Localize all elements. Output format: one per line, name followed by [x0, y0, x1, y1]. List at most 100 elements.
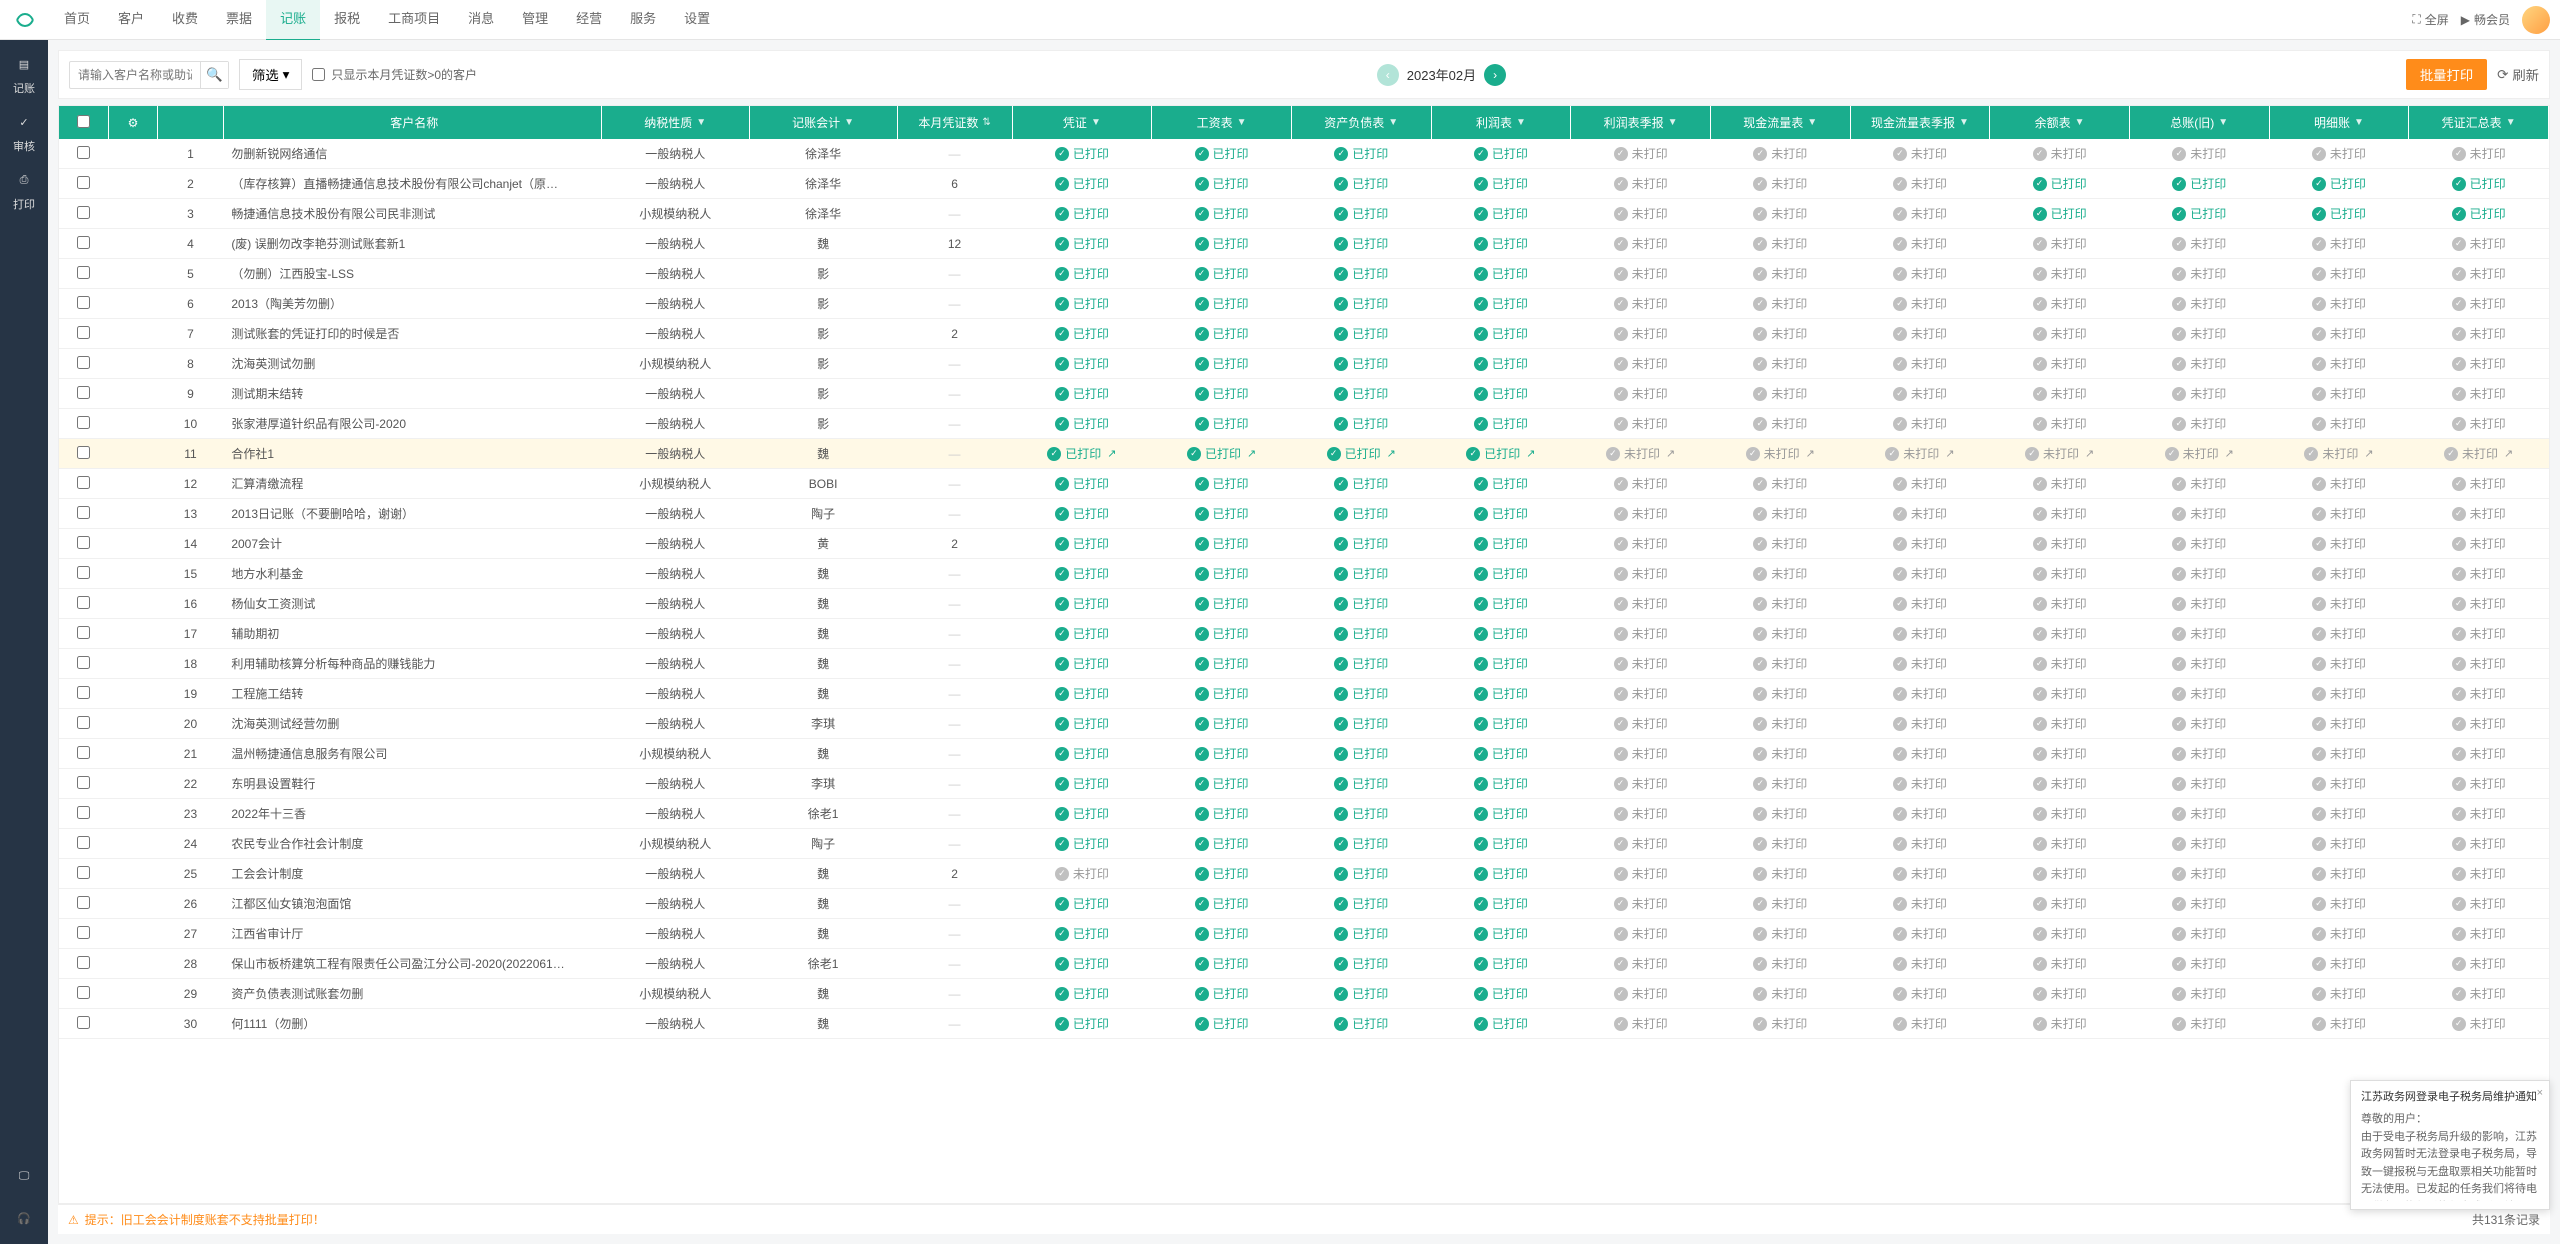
member-button[interactable]: ▶ 畅会员 [2461, 11, 2510, 28]
row-checkbox[interactable] [77, 926, 90, 939]
search-button[interactable]: 🔍 [200, 62, 228, 88]
th-c8[interactable]: 总账(旧) ▼ [2129, 106, 2269, 139]
table-row[interactable]: 9测试期末结转一般纳税人影—✓已打印✓已打印✓已打印✓已打印✓未打印✓未打印✓未… [59, 379, 2549, 409]
row-checkbox[interactable] [77, 986, 90, 999]
row-checkbox[interactable] [77, 776, 90, 789]
table-row[interactable]: 22东明县设置鞋行一般纳税人李琪—✓已打印✓已打印✓已打印✓已打印✓未打印✓未打… [59, 769, 2549, 799]
table-row[interactable]: 16杨仙女工资测试一般纳税人魏—✓已打印✓已打印✓已打印✓已打印✓未打印✓未打印… [59, 589, 2549, 619]
row-checkbox[interactable] [77, 1016, 90, 1029]
th-vcnt[interactable]: 本月凭证数 ⇅ [897, 106, 1012, 139]
select-all-checkbox[interactable] [77, 115, 90, 128]
table-row[interactable]: 15地方水利基金一般纳税人魏—✓已打印✓已打印✓已打印✓已打印✓未打印✓未打印✓… [59, 559, 2549, 589]
th-chk[interactable] [59, 106, 108, 139]
row-checkbox[interactable] [77, 146, 90, 159]
table-row[interactable]: 18利用辅助核算分析每种商品的赚钱能力一般纳税人魏—✓已打印✓已打印✓已打印✓已… [59, 649, 2549, 679]
table-row[interactable]: 27江西省审计厅一般纳税人魏—✓已打印✓已打印✓已打印✓已打印✓未打印✓未打印✓… [59, 919, 2549, 949]
nav-item-3[interactable]: 票据 [212, 0, 266, 41]
avatar[interactable] [2522, 6, 2550, 34]
sidebar-bottom-headset[interactable]: 🎧 [0, 1202, 48, 1244]
refresh-button[interactable]: ⟳ 刷新 [2497, 65, 2539, 84]
row-checkbox[interactable] [77, 296, 90, 309]
row-checkbox[interactable] [77, 356, 90, 369]
month-next-button[interactable]: › [1484, 64, 1506, 86]
th-acct[interactable]: 记账会计 ▼ [749, 106, 897, 139]
row-checkbox[interactable] [77, 446, 90, 459]
table-row[interactable]: 5（勿删）江西股宝-LSS一般纳税人影—✓已打印✓已打印✓已打印✓已打印✓未打印… [59, 259, 2549, 289]
table-row[interactable]: 142007会计一般纳税人黄2✓已打印✓已打印✓已打印✓已打印✓未打印✓未打印✓… [59, 529, 2549, 559]
filter-button[interactable]: 筛选 ▾ [239, 59, 302, 90]
table-row[interactable]: 21温州畅捷通信息服务有限公司小规模纳税人魏—✓已打印✓已打印✓已打印✓已打印✓… [59, 739, 2549, 769]
external-link-icon[interactable]: ↗ [1945, 447, 1954, 460]
th-c0[interactable]: 凭证 ▼ [1012, 106, 1152, 139]
nav-item-0[interactable]: 首页 [50, 0, 104, 41]
external-link-icon[interactable]: ↗ [2504, 447, 2513, 460]
table-row[interactable]: 3畅捷通信息技术股份有限公司民非测试小规模纳税人徐泽华—✓已打印✓已打印✓已打印… [59, 199, 2549, 229]
row-checkbox[interactable] [77, 476, 90, 489]
th-tax[interactable]: 纳税性质 ▼ [601, 106, 749, 139]
only-show-checkbox[interactable] [312, 68, 325, 81]
th-c9[interactable]: 明细账 ▼ [2269, 106, 2409, 139]
row-checkbox[interactable] [77, 206, 90, 219]
table-row[interactable]: 17辅助期初一般纳税人魏—✓已打印✓已打印✓已打印✓已打印✓未打印✓未打印✓未打… [59, 619, 2549, 649]
row-checkbox[interactable] [77, 236, 90, 249]
nav-item-4[interactable]: 记账 [266, 0, 320, 41]
table-row[interactable]: 7测试账套的凭证打印的时候是否一般纳税人影2✓已打印✓已打印✓已打印✓已打印✓未… [59, 319, 2549, 349]
external-link-icon[interactable]: ↗ [1107, 447, 1116, 460]
row-checkbox[interactable] [77, 416, 90, 429]
nav-item-1[interactable]: 客户 [104, 0, 158, 41]
external-link-icon[interactable]: ↗ [1806, 447, 1815, 460]
row-checkbox[interactable] [77, 836, 90, 849]
external-link-icon[interactable]: ↗ [1247, 447, 1256, 460]
external-link-icon[interactable]: ↗ [2085, 447, 2094, 460]
row-checkbox[interactable] [77, 626, 90, 639]
th-c1[interactable]: 工资表 ▼ [1152, 106, 1292, 139]
table-row[interactable]: 12汇算清缴流程小规模纳税人BOBI—✓已打印✓已打印✓已打印✓已打印✓未打印✓… [59, 469, 2549, 499]
sidebar-item-book[interactable]: ▤记账 [13, 48, 35, 106]
th-c3[interactable]: 利润表 ▼ [1431, 106, 1571, 139]
row-checkbox[interactable] [77, 566, 90, 579]
nav-item-5[interactable]: 报税 [320, 0, 374, 41]
th-idx[interactable] [158, 106, 224, 139]
external-link-icon[interactable]: ↗ [1387, 447, 1396, 460]
nav-item-8[interactable]: 管理 [508, 0, 562, 41]
nav-item-11[interactable]: 设置 [670, 0, 724, 41]
table-row[interactable]: 8沈海英测试勿删小规模纳税人影—✓已打印✓已打印✓已打印✓已打印✓未打印✓未打印… [59, 349, 2549, 379]
table-row[interactable]: 132013日记账（不要删哈哈，谢谢）一般纳税人陶子—✓已打印✓已打印✓已打印✓… [59, 499, 2549, 529]
row-checkbox[interactable] [77, 176, 90, 189]
row-checkbox[interactable] [77, 686, 90, 699]
th-gear[interactable]: ⚙ [108, 106, 157, 139]
nav-item-9[interactable]: 经营 [562, 0, 616, 41]
th-name[interactable]: 客户名称 [223, 106, 601, 139]
gear-icon[interactable]: ⚙ [128, 116, 139, 130]
nav-item-10[interactable]: 服务 [616, 0, 670, 41]
row-checkbox[interactable] [77, 716, 90, 729]
nav-item-6[interactable]: 工商项目 [374, 0, 454, 41]
table-row[interactable]: 25工会会计制度一般纳税人魏2✓未打印✓已打印✓已打印✓已打印✓未打印✓未打印✓… [59, 859, 2549, 889]
table-row[interactable]: 24农民专业合作社会计制度小规模纳税人陶子—✓已打印✓已打印✓已打印✓已打印✓未… [59, 829, 2549, 859]
row-checkbox[interactable] [77, 956, 90, 969]
row-checkbox[interactable] [77, 536, 90, 549]
table-row[interactable]: 30何1111（勿删）一般纳税人魏—✓已打印✓已打印✓已打印✓已打印✓未打印✓未… [59, 1009, 2549, 1039]
row-checkbox[interactable] [77, 746, 90, 759]
table-row[interactable]: 2（库存核算）直播畅捷通信息技术股份有限公司chanjet（原…一般纳税人徐泽华… [59, 169, 2549, 199]
table-row[interactable]: 28保山市板桥建筑工程有限责任公司盈江分公司-2020(2022061…一般纳税… [59, 949, 2549, 979]
table-row[interactable]: 4(废) 误删勿改李艳芬测试账套新1一般纳税人魏12✓已打印✓已打印✓已打印✓已… [59, 229, 2549, 259]
row-checkbox[interactable] [77, 806, 90, 819]
search-input[interactable] [70, 63, 200, 87]
row-checkbox[interactable] [77, 506, 90, 519]
table-row[interactable]: 26江都区仙女镇泡泡面馆一般纳税人魏—✓已打印✓已打印✓已打印✓已打印✓未打印✓… [59, 889, 2549, 919]
only-show-checkbox-wrap[interactable]: 只显示本月凭证数>0的客户 [312, 66, 477, 83]
table-row[interactable]: 1勿删新锐网络通信一般纳税人徐泽华—✓已打印✓已打印✓已打印✓已打印✓未打印✓未… [59, 139, 2549, 169]
th-c6[interactable]: 现金流量表季报 ▼ [1850, 106, 1990, 139]
nav-item-7[interactable]: 消息 [454, 0, 508, 41]
table-container[interactable]: ⚙客户名称纳税性质 ▼记账会计 ▼本月凭证数 ⇅凭证 ▼工资表 ▼资产负债表 ▼… [58, 105, 2550, 1204]
external-link-icon[interactable]: ↗ [2225, 447, 2234, 460]
row-checkbox[interactable] [77, 866, 90, 879]
fullscreen-button[interactable]: ⛶ 全屏 [2412, 11, 2448, 28]
th-c5[interactable]: 现金流量表 ▼ [1710, 106, 1850, 139]
row-checkbox[interactable] [77, 326, 90, 339]
table-row[interactable]: 62013（陶美芳勿删）一般纳税人影—✓已打印✓已打印✓已打印✓已打印✓未打印✓… [59, 289, 2549, 319]
external-link-icon[interactable]: ↗ [2364, 447, 2373, 460]
th-c7[interactable]: 余额表 ▼ [1990, 106, 2130, 139]
table-row[interactable]: 10张家港厚道针织品有限公司-2020一般纳税人影—✓已打印✓已打印✓已打印✓已… [59, 409, 2549, 439]
